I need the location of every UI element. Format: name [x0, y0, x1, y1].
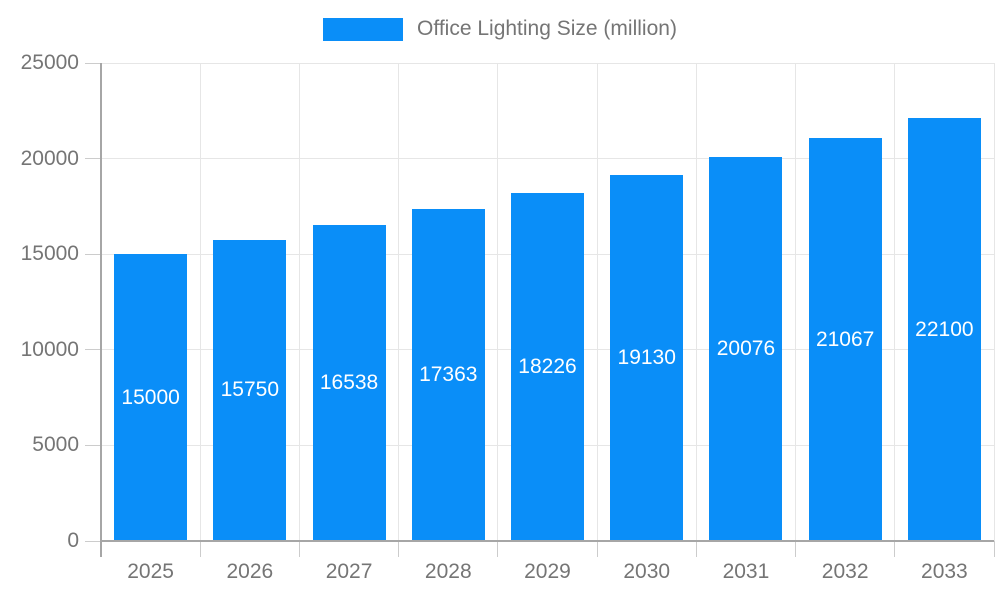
x-tick-label: 2029: [524, 560, 571, 583]
legend-label: Office Lighting Size (million): [417, 17, 677, 40]
x-gridline: [298, 63, 300, 541]
bar-value-label: 17363: [419, 363, 478, 386]
x-axis-tick: [695, 541, 697, 557]
legend[interactable]: Office Lighting Size (million): [0, 17, 1000, 41]
x-tick-label: 2026: [226, 560, 274, 583]
x-tick-label: 2028: [424, 560, 472, 583]
x-axis-tick: [497, 541, 499, 557]
y-gridline: [101, 62, 994, 64]
x-tick-label: 2031: [722, 560, 770, 583]
y-axis-tick: [85, 444, 101, 446]
bar-value-label: 19130: [617, 346, 676, 370]
bar-value-label: 16538: [319, 370, 379, 394]
x-tick-label: 2027: [325, 560, 373, 583]
x-gridline: [993, 63, 995, 541]
bar[interactable]: [114, 254, 188, 541]
y-axis-tick: [85, 253, 101, 255]
x-gridline: [596, 63, 598, 541]
x-axis-tick: [795, 541, 797, 557]
bar[interactable]: [411, 209, 485, 541]
x-tick-label: 2032: [821, 560, 869, 583]
y-tick-label: 0: [67, 529, 79, 552]
x-tick-label: 2033: [921, 560, 968, 583]
bar[interactable]: [709, 157, 783, 541]
legend-swatch-icon: [323, 17, 404, 41]
y-axis-tick: [85, 540, 101, 542]
y-axis-tick: [85, 62, 101, 64]
y-axis-line: [100, 63, 102, 557]
y-axis-tick: [85, 349, 101, 351]
x-gridline: [199, 63, 201, 541]
bar-value-label: 15000: [121, 385, 180, 409]
y-gridline: [101, 158, 994, 160]
bar[interactable]: [213, 239, 287, 541]
y-axis-tick: [85, 158, 101, 160]
bar[interactable]: [312, 224, 386, 541]
x-gridline: [795, 63, 797, 541]
x-axis-tick: [993, 541, 995, 557]
x-axis-tick: [298, 541, 300, 557]
bar[interactable]: [610, 175, 684, 541]
x-axis-line: [101, 540, 994, 542]
x-gridline: [398, 63, 400, 541]
y-tick-label: 5000: [32, 433, 79, 457]
x-axis-tick: [199, 541, 201, 557]
x-gridline: [894, 63, 896, 541]
bar-value-label: 22100: [915, 317, 974, 341]
bar[interactable]: [808, 138, 882, 541]
bar-value-label: 20076: [716, 337, 776, 361]
x-axis-tick: [596, 541, 598, 557]
bar-value-label: 18226: [518, 354, 577, 378]
x-axis-tick: [398, 541, 400, 557]
y-tick-label: 25000: [20, 51, 79, 74]
y-tick-label: 10000: [20, 337, 79, 361]
x-gridline: [695, 63, 697, 541]
y-tick-label: 15000: [20, 242, 79, 266]
bar[interactable]: [907, 118, 981, 541]
x-tick-label: 2030: [623, 560, 671, 583]
x-axis-tick: [894, 541, 896, 557]
x-gridline: [497, 63, 499, 541]
bar[interactable]: [511, 192, 584, 541]
y-tick-label: 20000: [20, 146, 79, 170]
bar-value-label: 15750: [220, 378, 280, 402]
bar-value-label: 21067: [815, 327, 875, 351]
x-tick-label: 2025: [127, 560, 174, 583]
